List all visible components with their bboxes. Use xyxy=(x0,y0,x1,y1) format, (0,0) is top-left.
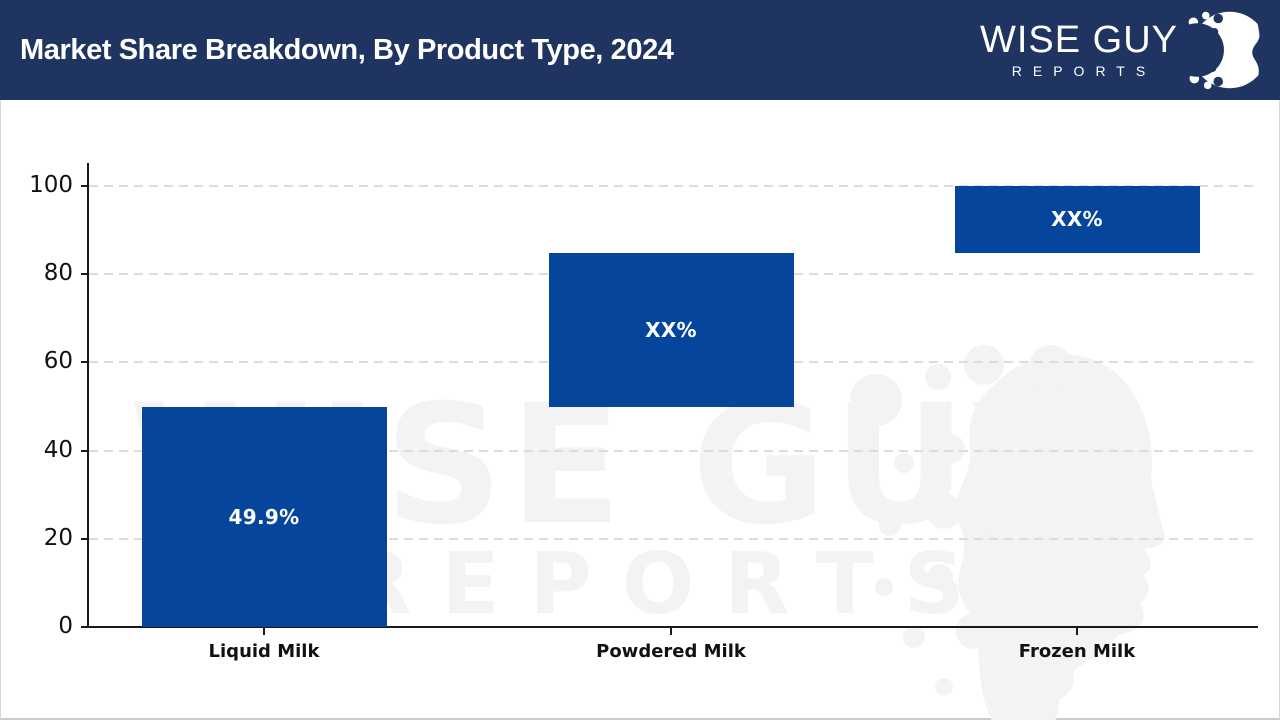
y-tick xyxy=(81,273,89,276)
x-tick xyxy=(1076,628,1078,635)
wiseguy-logo: WISE GUY REPORTS xyxy=(980,5,1266,95)
bar-value-label: 49.9% xyxy=(228,504,300,529)
y-tick xyxy=(81,449,89,452)
y-tick xyxy=(81,537,89,540)
bar-value-label: XX% xyxy=(1051,207,1103,232)
y-tick xyxy=(81,626,89,628)
bar-segment: XX% xyxy=(548,252,794,407)
x-tick xyxy=(670,628,672,635)
y-tick-label: 100 xyxy=(29,172,73,198)
x-tick xyxy=(263,628,265,635)
x-axis xyxy=(87,626,1258,628)
bar-segment: XX% xyxy=(954,186,1200,253)
gridline xyxy=(89,449,1253,452)
y-tick-label: 60 xyxy=(43,348,73,375)
y-tick xyxy=(81,361,89,364)
gridline xyxy=(89,185,1253,187)
bar-value-label: XX% xyxy=(645,317,697,342)
chart-title: Market Share Breakdown, By Product Type,… xyxy=(20,33,674,66)
bar-segment: 49.9% xyxy=(141,406,387,627)
logo-subtitle: REPORTS xyxy=(1011,63,1157,79)
gridline xyxy=(89,537,1253,540)
y-tick-label: 40 xyxy=(43,436,73,463)
y-tick xyxy=(81,185,89,187)
logo-head-icon xyxy=(1180,7,1266,93)
report-header: Market Share Breakdown, By Product Type,… xyxy=(0,0,1280,100)
logo-wordmark: WISE GUY xyxy=(979,19,1178,61)
y-axis xyxy=(87,163,89,627)
x-category-label: Liquid Milk xyxy=(208,641,320,662)
x-category-label: Powdered Milk xyxy=(596,641,746,662)
logo-wordmark-block: WISE GUY REPORTS xyxy=(980,21,1178,79)
y-tick-label: 80 xyxy=(43,260,73,287)
y-tick-label: 0 xyxy=(58,613,73,639)
x-category-label: Frozen Milk xyxy=(1018,641,1136,662)
y-tick-label: 20 xyxy=(43,524,73,551)
